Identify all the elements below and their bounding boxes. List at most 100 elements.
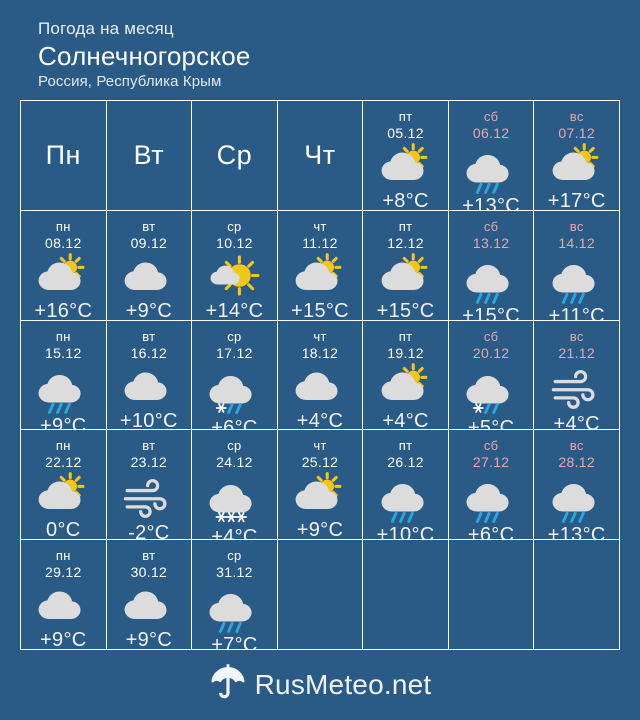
day-cell[interactable]: ср 24.12 +4°C [192,430,278,541]
day-cell[interactable]: вс 28.12 +13°C [534,430,620,541]
snow-icon [192,471,277,525]
day-cell[interactable]: пн 08.12 +16°C [21,210,107,321]
day-temperature: +4°C [296,409,344,431]
day-temperature: +6°C [467,524,515,541]
weekday-header-ср: Ср [192,101,278,211]
day-date-label: 21.12 [558,344,595,361]
wind-icon [107,471,192,521]
weekday-header-чт: Чт [277,101,364,211]
day-temperature: +4°C [211,526,258,541]
day-cell[interactable]: пт 12.12 +15°C [363,210,449,321]
day-of-week-label: пт [398,218,413,234]
calendar-cell-empty [363,540,449,650]
day-date-label: 11.12 [302,234,338,251]
day-date-label: 20.12 [472,344,510,361]
rain-icon [449,142,534,194]
wind-icon [534,362,619,412]
weekday-header-label: Ср [216,139,253,170]
day-cell[interactable]: вс 07.12 +17°C [534,101,620,211]
sun-cloud-icon [363,362,448,409]
day-cell[interactable]: чт 11.12 +15°C [277,210,364,321]
day-cell[interactable]: чт 25.12 +9°C [277,430,364,541]
day-temperature: +9°C [40,414,87,431]
day-temperature: +10°C [119,409,178,431]
day-date-label: 22.12 [45,454,82,471]
day-of-week-label: сб [483,218,499,234]
day-cell[interactable]: вс 14.12 +11°C [534,210,620,321]
day-temperature: -2°C [128,522,170,541]
day-cell[interactable]: вт 30.12 +9°C [106,540,193,650]
day-temperature: 0°C [46,519,81,541]
day-date-label: 31.12 [216,564,253,581]
day-cell[interactable]: сб 13.12 +15°C [448,210,535,321]
day-of-week-label: вт [142,218,156,234]
day-of-week-label: чт [313,438,327,454]
day-of-week-label: сб [483,438,499,454]
day-temperature: +10°C [376,524,435,541]
day-temperature: +14°C [205,299,264,321]
day-cell[interactable]: вт 23.12 -2°C [106,430,193,541]
day-of-week-label: ср [227,218,242,234]
day-date-label: 07.12 [558,125,595,141]
day-cell[interactable]: вт 09.12 +9°C [106,210,193,321]
day-cell[interactable]: пн 22.12 0°C [21,430,107,541]
day-cell[interactable]: ср 10.12 +14°C [192,210,278,321]
day-cell[interactable]: пт 26.12 +10°C [363,430,449,541]
day-of-week-label: пн [55,438,71,454]
day-of-week-label: пн [55,218,71,234]
day-cell[interactable]: сб 27.12 +6°C [448,430,535,541]
day-cell[interactable]: ср 31.12 +7°C [192,540,278,650]
day-cell[interactable]: вс 21.12 +4°C [534,320,620,431]
day-of-week-label: вс [569,328,584,344]
sun-cloud-icon [363,142,448,189]
day-date-label: 05.12 [387,125,424,141]
day-cell[interactable]: пн 15.12 +9°C [21,320,107,431]
header-region: Россия, Республика Крым [38,73,222,90]
day-cell[interactable]: сб 06.12 +13°C [448,101,535,211]
cloud-icon [21,581,106,628]
rain-icon [449,471,534,524]
rain-icon [363,471,448,524]
day-cell[interactable]: чт 18.12 +4°C [277,320,364,431]
sun-cloud-icon [278,252,363,299]
cloud-icon [107,252,192,299]
day-of-week-label: вс [569,109,584,124]
sun-cloud-icon [363,252,448,299]
day-of-week-label: пн [55,548,71,564]
day-of-week-label: ср [227,328,242,344]
cloud-icon [107,362,192,409]
umbrella-icon [209,662,247,707]
site-name: RusMeteo.net [254,668,432,700]
day-temperature: +17°C [547,190,606,211]
page-title: Солнечногорское [38,41,251,71]
day-cell[interactable]: сб 20.12 +5°C [448,320,535,431]
day-temperature: +15°C [376,299,435,321]
day-temperature: +6°C [211,416,258,431]
day-of-week-label: пт [398,109,413,124]
day-cell[interactable]: пт 19.12 +4°C [363,320,449,431]
calendar-cell-empty [534,540,620,650]
day-of-week-label: пн [55,328,71,344]
day-temperature: +11°C [548,304,605,321]
day-date-label: 13.12 [472,234,510,251]
calendar-cell-empty [448,540,535,650]
day-temperature: +9°C [125,299,173,321]
day-cell[interactable]: пт 05.12 +8°C [363,101,449,211]
day-of-week-label: вт [142,548,156,564]
day-temperature: +15°C [462,304,521,321]
header-subtitle: Погода на месяц [38,19,174,38]
day-cell[interactable]: вт 16.12 +10°C [106,320,193,431]
day-temperature: +9°C [125,629,173,650]
day-date-label: 10.12 [216,234,253,251]
day-cell[interactable]: пн 29.12 +9°C [21,540,107,650]
day-date-label: 12.12 [387,234,424,251]
day-date-label: 17.12 [216,344,253,361]
day-date-label: 27.12 [472,454,510,471]
sun-cloud-icon [534,142,619,189]
rain-icon [21,362,106,414]
sun-cloud-icon [21,252,106,299]
weekday-header-label: Вт [133,139,165,170]
day-cell[interactable]: ср 17.12 +6°C [192,320,278,431]
page-header: Погода на месяц Солнечногорское Россия, … [0,0,640,92]
day-temperature: +16°C [34,299,93,321]
